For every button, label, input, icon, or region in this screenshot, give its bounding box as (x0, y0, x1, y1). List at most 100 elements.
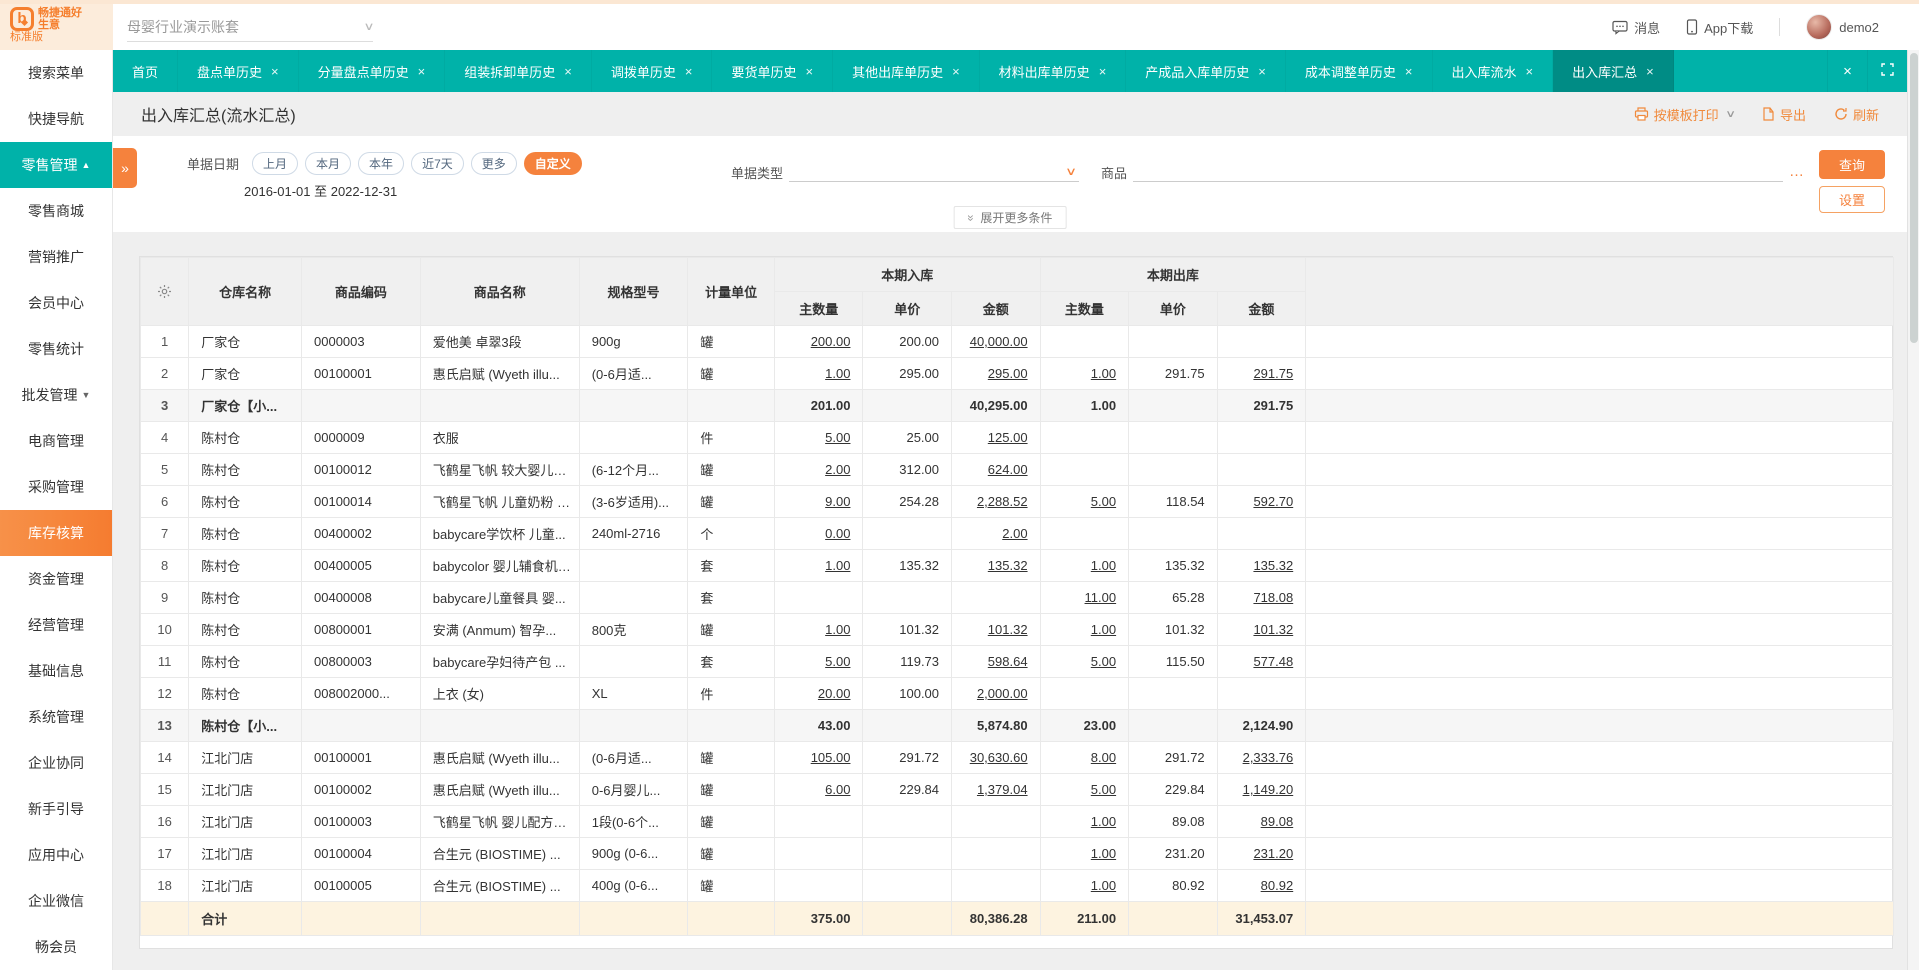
account-selector[interactable]: 母婴行业演示账套 ∨ (127, 12, 375, 42)
drilldown-link[interactable]: 125.00 (987, 430, 1028, 445)
sidebar-item-零售管理[interactable]: 零售管理 ▲ (0, 142, 112, 188)
messages-button[interactable]: 消息 (1612, 18, 1660, 37)
drilldown-link[interactable]: 2,288.52 (976, 494, 1028, 509)
drilldown-link[interactable]: 5.00 (825, 654, 851, 669)
export-button[interactable]: 导出 (1762, 105, 1806, 124)
close-all-tabs-button[interactable]: × (1827, 50, 1867, 92)
drilldown-link[interactable]: 101.32 (987, 622, 1028, 637)
drilldown-link[interactable]: 1.00 (825, 622, 851, 637)
user-menu[interactable]: demo2 (1806, 14, 1879, 40)
search-button[interactable]: 查询 (1819, 150, 1885, 179)
drilldown-link[interactable]: 5.00 (825, 430, 851, 445)
drilldown-link[interactable]: 1.00 (825, 558, 851, 573)
date-pill-this-month[interactable]: 本月 (305, 152, 352, 175)
col-header-code[interactable]: 商品编码 (301, 257, 421, 326)
sidebar-item-电商管理[interactable]: 电商管理 (0, 418, 112, 464)
drilldown-link[interactable]: 105.00 (810, 750, 851, 765)
scrollbar-thumb[interactable] (1909, 53, 1918, 343)
sidebar-item-零售统计[interactable]: 零售统计 (0, 326, 112, 372)
tab-首页[interactable]: 首页 (113, 50, 179, 92)
tab-要货单历史[interactable]: 要货单历史 × (712, 50, 834, 92)
sidebar-item-批发管理[interactable]: 批发管理 ▼ (0, 372, 112, 418)
tab-close-icon[interactable]: × (684, 63, 693, 79)
sidebar-item-畅会员[interactable]: 畅会员 (0, 924, 112, 970)
drilldown-link[interactable]: 30,630.60 (969, 750, 1028, 765)
drilldown-link[interactable]: 1.00 (1090, 558, 1117, 573)
settings-button[interactable]: 设置 (1819, 186, 1885, 213)
tab-close-icon[interactable]: × (564, 63, 572, 79)
drilldown-link[interactable]: 231.20 (1253, 846, 1294, 861)
drilldown-link[interactable]: 291.75 (1253, 366, 1294, 381)
sidebar-item-资金管理[interactable]: 资金管理 (0, 556, 112, 602)
drilldown-link[interactable]: 1.00 (825, 366, 851, 381)
drilldown-link[interactable]: 40,000.00 (969, 334, 1028, 349)
print-by-template-button[interactable]: 按模板打印 ∨ (1634, 105, 1736, 124)
date-pill-last-7-days[interactable]: 近7天 (411, 152, 464, 175)
drilldown-link[interactable]: 11.00 (1084, 590, 1117, 605)
refresh-button[interactable]: 刷新 (1834, 105, 1879, 124)
sidebar-item-企业微信[interactable]: 企业微信 (0, 878, 112, 924)
drilldown-link[interactable]: 6.00 (825, 782, 851, 797)
sidebar-item-快捷导航[interactable]: 快捷导航 (0, 96, 112, 142)
col-header-unit[interactable]: 计量单位 (687, 257, 775, 326)
drilldown-link[interactable]: 2,333.76 (1242, 750, 1294, 765)
tab-出入库汇总[interactable]: 出入库汇总 × (1553, 50, 1674, 92)
collapse-filter-button[interactable]: » (113, 148, 137, 188)
drilldown-link[interactable]: 5.00 (1090, 494, 1117, 509)
date-pill-more[interactable]: 更多 (470, 152, 517, 175)
sidebar-item-零售商城[interactable]: 零售商城 (0, 188, 112, 234)
drilldown-link[interactable]: 598.64 (987, 654, 1028, 669)
tab-close-icon[interactable]: × (1525, 63, 1534, 79)
col-header-in-price[interactable]: 单价 (862, 291, 953, 326)
drilldown-link[interactable]: 2.00 (1002, 526, 1028, 541)
drilldown-link[interactable]: 0.00 (825, 526, 851, 541)
date-pill-custom[interactable]: 自定义 (523, 152, 582, 175)
tab-盘点单历史[interactable]: 盘点单历史 × (178, 50, 299, 92)
tab-出入库流水[interactable]: 出入库流水 × (1433, 50, 1554, 92)
drilldown-link[interactable]: 592.70 (1253, 494, 1294, 509)
drilldown-link[interactable]: 9.00 (825, 494, 851, 509)
tab-close-icon[interactable]: × (1098, 63, 1107, 79)
sidebar-item-经营管理[interactable]: 经营管理 (0, 602, 112, 648)
product-more-button[interactable]: … (1789, 163, 1806, 180)
sidebar-item-新手引导[interactable]: 新手引导 (0, 786, 112, 832)
drilldown-link[interactable]: 718.08 (1253, 590, 1294, 605)
tab-close-icon[interactable]: × (952, 63, 960, 79)
drilldown-link[interactable]: 1.00 (1090, 814, 1117, 829)
sidebar-item-系统管理[interactable]: 系统管理 (0, 694, 112, 740)
drilldown-link[interactable]: 5.00 (1090, 782, 1117, 797)
tab-分量盘点单历史[interactable]: 分量盘点单历史 × (299, 50, 446, 92)
sidebar-item-搜索菜单[interactable]: 搜索菜单 (0, 50, 112, 96)
tab-材料出库单历史[interactable]: 材料出库单历史 × (980, 50, 1127, 92)
tab-close-icon[interactable]: × (1646, 63, 1654, 79)
app-download-button[interactable]: App下载 (1686, 18, 1753, 37)
drilldown-link[interactable]: 2,000.00 (976, 686, 1028, 701)
drilldown-link[interactable]: 20.00 (817, 686, 851, 701)
drilldown-link[interactable]: 577.48 (1253, 654, 1294, 669)
drilldown-link[interactable]: 2.00 (825, 462, 851, 477)
drilldown-link[interactable]: 1.00 (1090, 846, 1117, 861)
sidebar-item-企业协同[interactable]: 企业协同 (0, 740, 112, 786)
drilldown-link[interactable]: 200.00 (810, 334, 851, 349)
tab-close-icon[interactable]: × (417, 63, 426, 79)
sidebar-item-库存核算[interactable]: 库存核算 (0, 510, 112, 556)
chevron-down-icon[interactable]: ∨ (1064, 166, 1078, 178)
drilldown-link[interactable]: 80.92 (1260, 878, 1294, 893)
drilldown-link[interactable]: 624.00 (987, 462, 1028, 477)
drilldown-link[interactable]: 5.00 (1090, 654, 1117, 669)
tab-close-icon[interactable]: × (1404, 63, 1413, 79)
date-pill-last-month[interactable]: 上月 (252, 152, 299, 175)
drilldown-link[interactable]: 1.00 (1090, 878, 1117, 893)
date-pill-this-year[interactable]: 本年 (358, 152, 405, 175)
sidebar-item-会员中心[interactable]: 会员中心 (0, 280, 112, 326)
sidebar-item-营销推广[interactable]: 营销推广 (0, 234, 112, 280)
col-header-warehouse[interactable]: 仓库名称 (188, 257, 302, 326)
vertical-scrollbar[interactable] (1907, 50, 1919, 970)
expand-more-button[interactable]: » 展开更多条件 (953, 206, 1067, 229)
drilldown-link[interactable]: 135.32 (1253, 558, 1294, 573)
fullscreen-button[interactable] (1867, 50, 1907, 92)
chevron-down-icon[interactable]: ∨ (1724, 108, 1736, 120)
col-header-in-qty[interactable]: 主数量 (773, 291, 864, 326)
tab-成本调整单历史[interactable]: 成本调整单历史 × (1286, 50, 1433, 92)
col-header-out-qty[interactable]: 主数量 (1039, 291, 1130, 326)
